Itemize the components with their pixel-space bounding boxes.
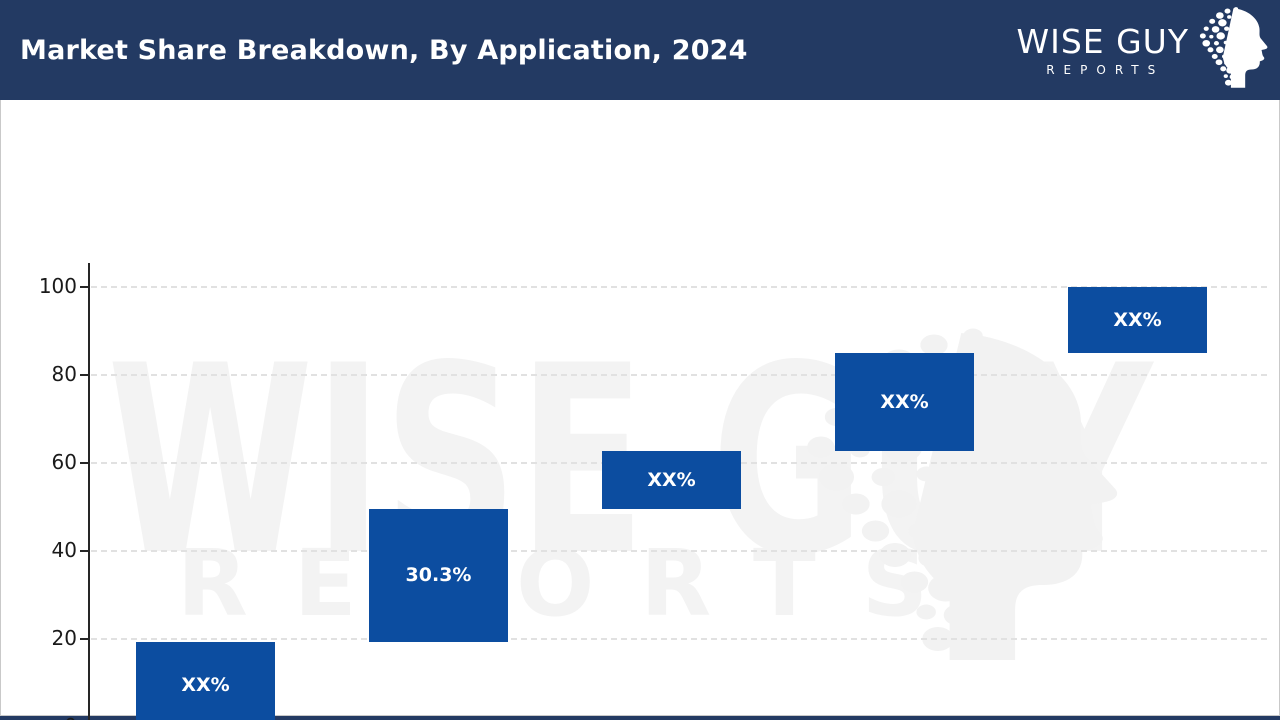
page-title: Market Share Breakdown, By Application, … xyxy=(20,34,748,66)
bar-value-label: XX% xyxy=(181,673,230,696)
y-axis-tick-mark xyxy=(80,638,89,640)
bar-medical-devices: XX% xyxy=(835,353,974,451)
waterfall-chart: 020406080100XX%Robotics30.3%Automated Ma… xyxy=(1,100,1279,720)
y-axis-tick-mark xyxy=(80,462,89,464)
wise-guy-logo: WISE GUY REPORTS xyxy=(1016,6,1270,90)
bar-value-label: 30.3% xyxy=(405,564,472,587)
bar-3d-printing: XX% xyxy=(602,450,741,509)
y-axis-tick-label: 100 xyxy=(38,274,77,298)
y-axis-tick-mark xyxy=(80,550,89,552)
footer-accent-strip xyxy=(0,716,1280,720)
chart-area: WISE GUY REPORTS 020406080100XX%Robotics… xyxy=(0,100,1280,720)
gridline-80 xyxy=(91,374,1267,376)
bar-aerospace-applications: XX% xyxy=(1068,287,1207,353)
gridline-100 xyxy=(91,286,1267,288)
y-axis-tick-label: 20 xyxy=(51,626,77,650)
y-axis-tick-mark xyxy=(80,286,89,288)
y-axis-tick-label: 0 xyxy=(19,714,77,720)
y-axis-tick-mark xyxy=(80,374,89,376)
y-axis-tick-label: 60 xyxy=(51,450,77,474)
logo-subtitle: REPORTS xyxy=(1046,62,1165,77)
y-axis-tick-label: 40 xyxy=(51,538,77,562)
logo-text: WISE GUY REPORTS xyxy=(1016,25,1189,77)
gridline-40 xyxy=(91,550,1267,552)
bar-automated-manufacturing: 30.3% xyxy=(369,508,508,643)
logo-wordmark: WISE GUY xyxy=(1016,22,1189,62)
bar-value-label: XX% xyxy=(647,468,696,491)
bar-robotics: XX% xyxy=(136,642,275,720)
gridline-20 xyxy=(91,638,1267,640)
bar-value-label: XX% xyxy=(880,390,929,413)
bar-value-label: XX% xyxy=(1113,309,1162,331)
header-bar: Market Share Breakdown, By Application, … xyxy=(0,0,1280,100)
y-axis-tick-label: 80 xyxy=(51,362,77,386)
y-axis-line xyxy=(88,263,90,720)
dotted-head-icon xyxy=(1199,7,1268,88)
